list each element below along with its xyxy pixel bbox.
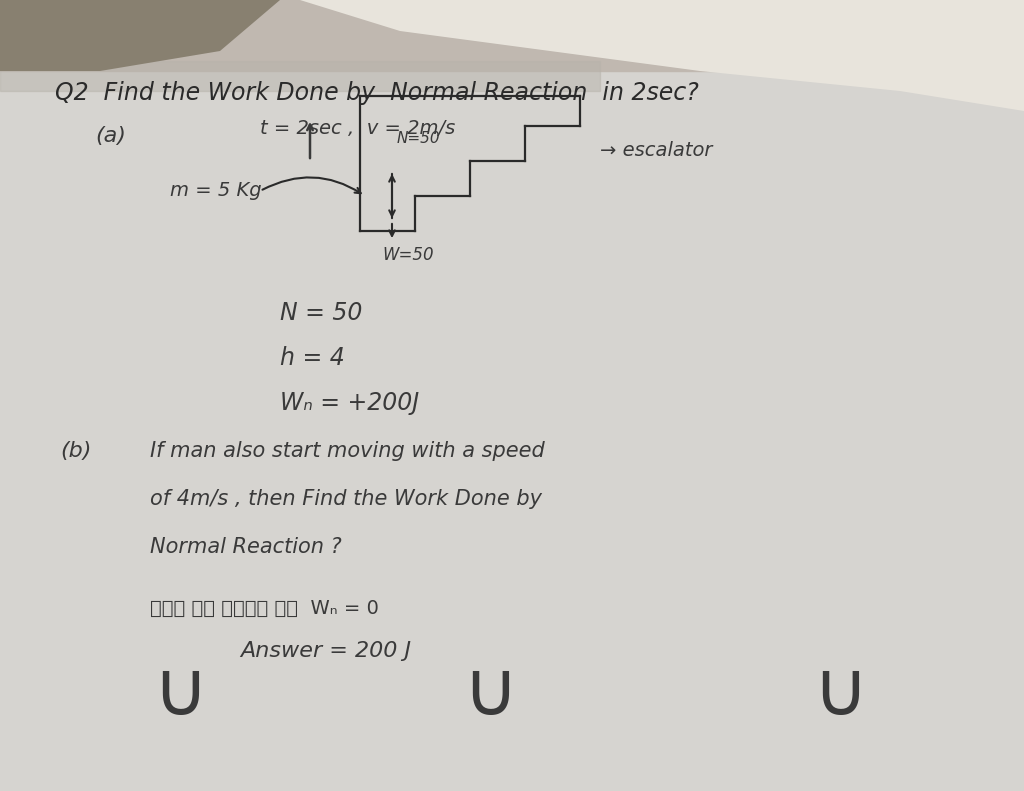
Text: t = 2sec ,  v = 2m/s: t = 2sec , v = 2m/s: [260, 119, 456, 138]
Text: सुद के चलने से  Wₙ = 0: सुद के चलने से Wₙ = 0: [150, 599, 379, 618]
Text: W=50: W=50: [382, 246, 433, 264]
Text: ∪: ∪: [462, 657, 518, 731]
PathPatch shape: [0, 0, 280, 71]
Text: N = 50: N = 50: [280, 301, 362, 325]
Text: (b): (b): [60, 441, 91, 461]
Text: m = 5 Kg: m = 5 Kg: [170, 181, 261, 200]
Text: Wₙ = +200J: Wₙ = +200J: [280, 391, 419, 415]
Text: → escalator: → escalator: [600, 141, 713, 160]
Text: ∪: ∪: [812, 657, 868, 731]
Bar: [0, 61, 600, 91]
Text: ∪: ∪: [152, 657, 208, 731]
Text: Q2  Find the Work Done by  Normal Reaction  in 2sec?: Q2 Find the Work Done by Normal Reaction…: [55, 81, 698, 105]
PathPatch shape: [300, 0, 1024, 111]
Text: Normal Reaction ?: Normal Reaction ?: [150, 537, 342, 557]
Text: N=50: N=50: [397, 131, 440, 146]
Text: If man also start moving with a speed: If man also start moving with a speed: [150, 441, 545, 461]
Text: (a): (a): [95, 126, 126, 146]
Bar: [0, 0, 1024, 71]
Text: Answer = 200 J: Answer = 200 J: [240, 641, 411, 661]
Text: of 4m/s , then Find the Work Done by: of 4m/s , then Find the Work Done by: [150, 489, 542, 509]
Text: h = 4: h = 4: [280, 346, 345, 370]
